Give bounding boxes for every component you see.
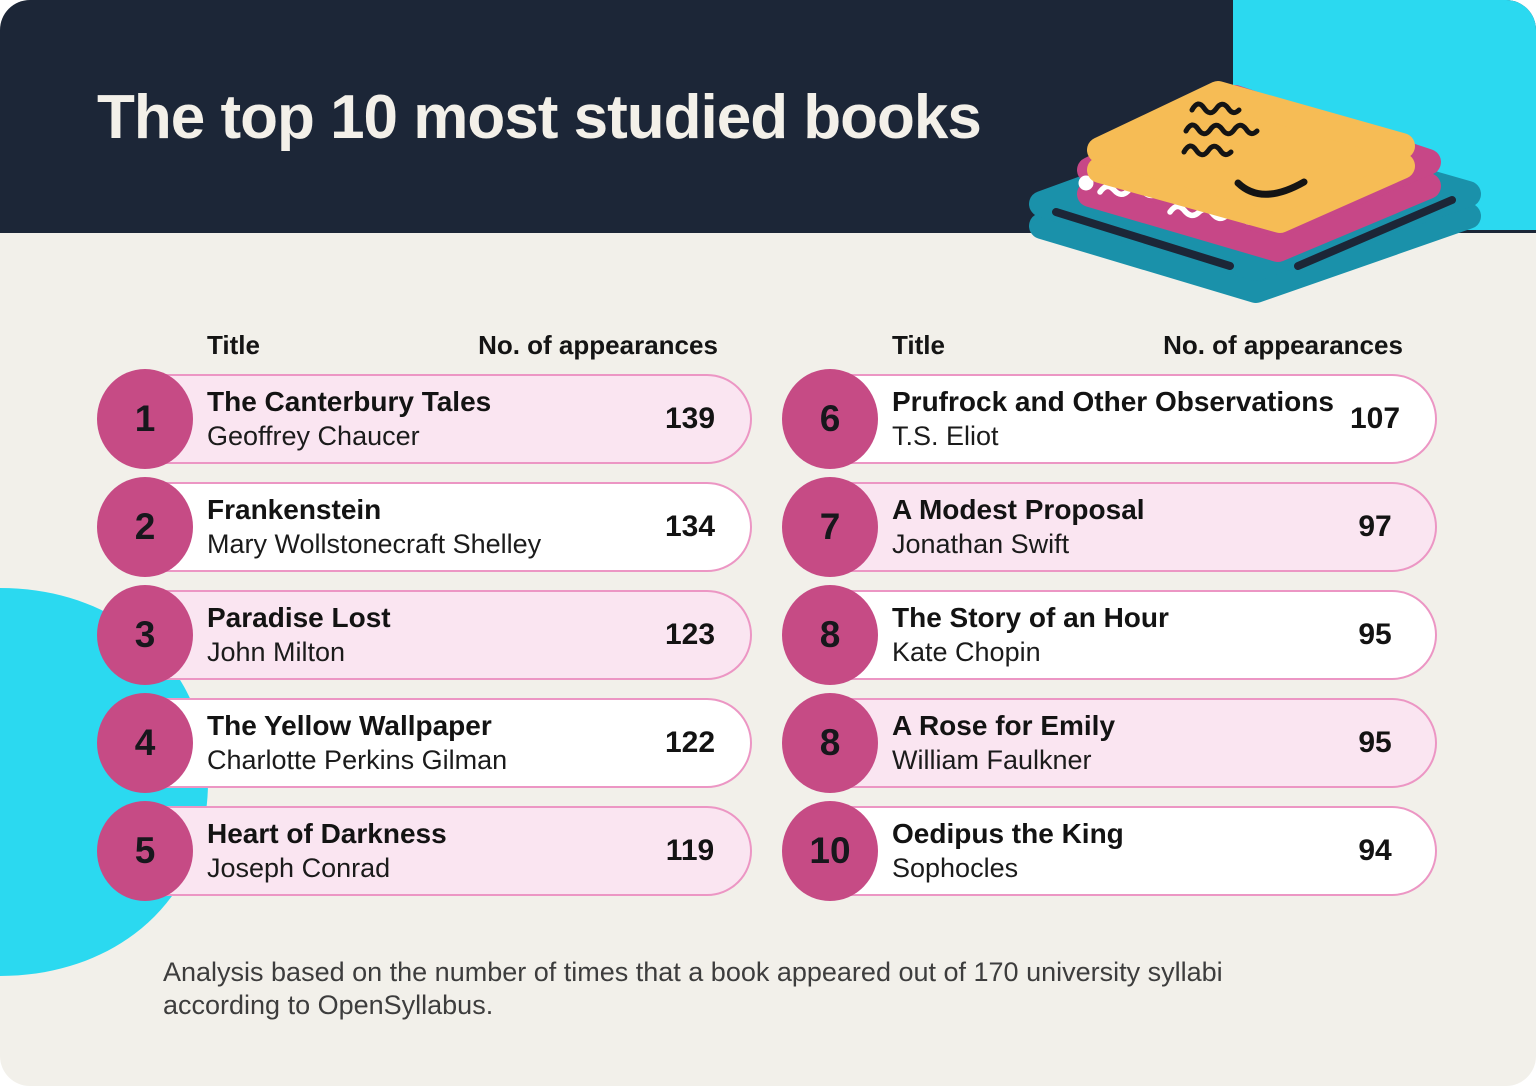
book-text: A Rose for Emily William Faulkner xyxy=(892,709,1115,777)
title-column-header: Title xyxy=(892,330,945,360)
book-author: Joseph Conrad xyxy=(207,853,391,883)
book-title: Oedipus the King xyxy=(892,818,1124,849)
appearance-count: 97 xyxy=(1358,510,1392,543)
appearance-count: 123 xyxy=(664,618,716,651)
book-row-3: 3 Paradise Lost John Milton 123 xyxy=(97,585,752,685)
book-text: Paradise Lost John Milton xyxy=(207,601,391,669)
rank-number: 4 xyxy=(134,722,156,763)
rank-badge: 3 xyxy=(97,585,193,685)
book-text: A Modest Proposal Jonathan Swift xyxy=(892,493,1145,561)
book-row-7: 7 A Modest Proposal Jonathan Swift 97 xyxy=(782,477,1437,577)
column-right: Title No. of appearances 6 Prufrock and … xyxy=(782,330,1437,914)
appearance-count: 94 xyxy=(1358,834,1392,867)
book-text: The Canterbury Tales Geoffrey Chaucer xyxy=(207,385,491,453)
book-pill xyxy=(800,482,1437,572)
rank-number: 1 xyxy=(134,398,156,439)
book-author: William Faulkner xyxy=(892,745,1092,775)
book-title: The Yellow Wallpaper xyxy=(207,710,492,741)
book-text: The Story of an Hour Kate Chopin xyxy=(892,601,1169,669)
book-pill xyxy=(800,698,1437,788)
appearance-count: 119 xyxy=(665,834,715,867)
rank-badge: 10 xyxy=(782,801,878,901)
book-row-5: 5 Heart of Darkness Joseph Conrad 119 xyxy=(97,801,752,901)
book-pill xyxy=(800,806,1437,896)
title-column-header: Title xyxy=(207,330,260,360)
book-title: Frankenstein xyxy=(207,494,382,525)
column-left: Title No. of appearances 1 The Canterbur… xyxy=(97,330,752,914)
book-text: Frankenstein Mary Wollstonecraft Shelley xyxy=(207,493,541,561)
book-row-4: 4 The Yellow Wallpaper Charlotte Perkins… xyxy=(97,693,752,793)
book-pill xyxy=(115,590,752,680)
appearance-count: 134 xyxy=(664,510,716,543)
book-author: Jonathan Swift xyxy=(892,529,1070,559)
rank-badge: 8 xyxy=(782,585,878,685)
appearances-column-header: No. of appearances xyxy=(478,330,718,360)
book-title: The Canterbury Tales xyxy=(207,386,492,417)
book-text: Prufrock and Other Observations T.S. Eli… xyxy=(892,385,1334,453)
rank-badge: 5 xyxy=(97,801,193,901)
book-title: Heart of Darkness xyxy=(207,818,447,849)
rank-badge: 1 xyxy=(97,369,193,469)
rank-badge: 4 xyxy=(97,693,193,793)
rank-badge: 2 xyxy=(97,477,193,577)
rank-number: 6 xyxy=(819,398,841,439)
book-pill xyxy=(115,806,752,896)
book-title: Paradise Lost xyxy=(207,602,391,633)
appearance-count: 95 xyxy=(1358,726,1392,759)
rank-number: 5 xyxy=(134,830,156,871)
book-author: John Milton xyxy=(207,637,346,667)
book-text: Oedipus the King Sophocles xyxy=(892,817,1124,885)
book-row-8b: 8 A Rose for Emily William Faulkner 95 xyxy=(782,693,1437,793)
book-text: Heart of Darkness Joseph Conrad xyxy=(207,817,447,885)
rank-badge: 8 xyxy=(782,693,878,793)
book-row-8: 8 The Story of an Hour Kate Chopin 95 xyxy=(782,585,1437,685)
book-author: Kate Chopin xyxy=(892,637,1041,667)
column-right-headers: Title No. of appearances xyxy=(800,330,1437,374)
book-text: The Yellow Wallpaper Charlotte Perkins G… xyxy=(207,709,507,777)
book-row-6: 6 Prufrock and Other Observations T.S. E… xyxy=(782,369,1437,469)
book-title: A Modest Proposal xyxy=(892,494,1145,525)
book-author: Charlotte Perkins Gilman xyxy=(207,745,508,775)
appearances-column-header: No. of appearances xyxy=(1163,330,1403,360)
book-pill xyxy=(800,590,1437,680)
rank-number: 2 xyxy=(134,506,156,547)
book-pill xyxy=(115,698,752,788)
appearance-count: 107 xyxy=(1349,402,1401,435)
appearance-count: 95 xyxy=(1358,618,1392,651)
appearance-count: 122 xyxy=(664,726,716,759)
book-pill xyxy=(800,374,1437,464)
book-title: A Rose for Emily xyxy=(892,710,1116,741)
book-author: Geoffrey Chaucer xyxy=(207,421,420,451)
rank-badge: 7 xyxy=(782,477,878,577)
rank-number: 10 xyxy=(809,830,851,871)
book-pill xyxy=(115,374,752,464)
book-title: The Story of an Hour xyxy=(892,602,1169,633)
rank-number: 3 xyxy=(134,614,156,655)
book-author: Mary Wollstonecraft Shelley xyxy=(207,529,542,559)
rank-badge: 6 xyxy=(782,369,878,469)
book-row-10: 10 Oedipus the King Sophocles 94 xyxy=(782,801,1437,901)
book-title: Prufrock and Other Observations xyxy=(892,386,1334,417)
column-left-headers: Title No. of appearances xyxy=(115,330,752,374)
book-row-1: 1 The Canterbury Tales Geoffrey Chaucer … xyxy=(97,369,752,469)
book-author: T.S. Eliot xyxy=(892,421,999,451)
book-author: Sophocles xyxy=(892,853,1019,883)
book-pill xyxy=(115,482,752,572)
rank-number: 8 xyxy=(819,722,841,763)
appearance-count: 139 xyxy=(664,402,716,435)
rank-number: 7 xyxy=(819,506,841,547)
page-title: The top 10 most studied books xyxy=(97,83,982,152)
analysis-footnote: Analysis based on the number of times th… xyxy=(163,957,1223,1020)
rank-number: 8 xyxy=(819,614,841,655)
book-row-2: 2 Frankenstein Mary Wollstonecraft Shell… xyxy=(97,477,752,577)
